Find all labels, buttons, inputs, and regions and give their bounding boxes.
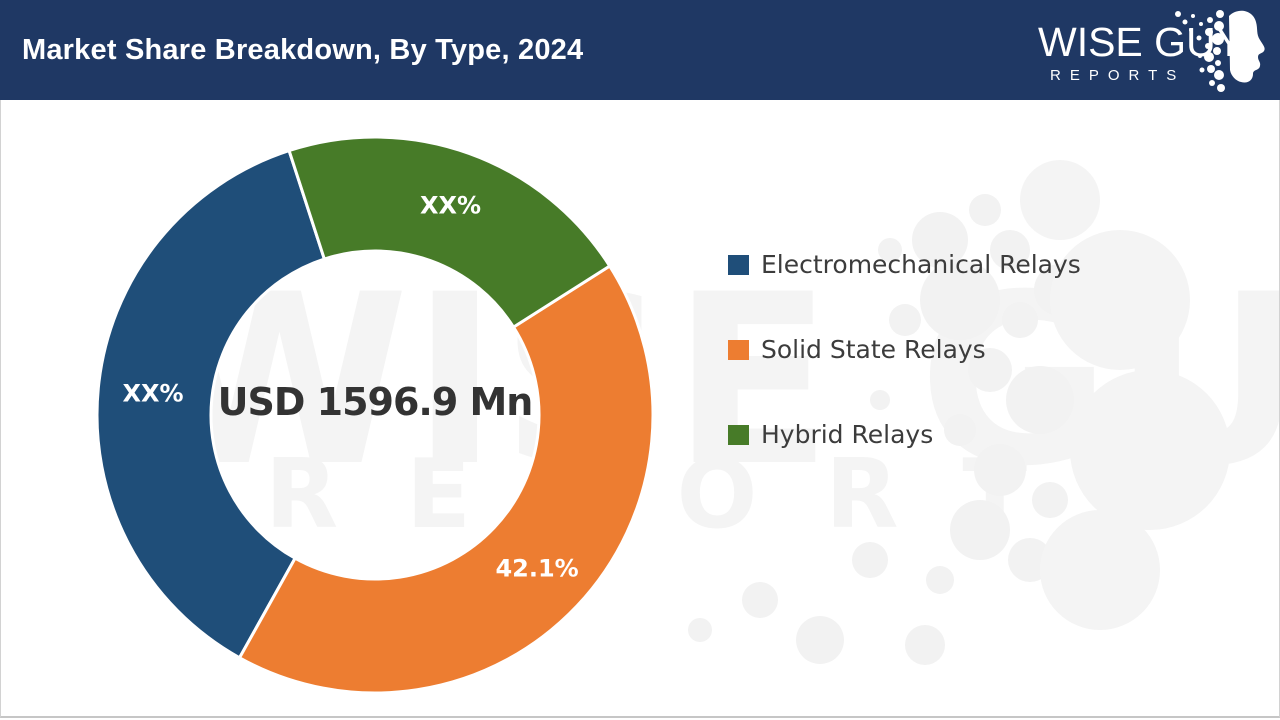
- logo-subtitle: REPORTS: [1050, 67, 1185, 84]
- slice-value-label: 42.1%: [495, 555, 578, 583]
- page-title: Market Share Breakdown, By Type, 2024: [22, 33, 584, 66]
- pie-slice-hybrid-relays: [287, 135, 612, 330]
- chart-legend: Electromechanical Relays Solid State Rel…: [728, 250, 1081, 449]
- wise-guy-logo: WISE GUY REPORTS: [1010, 4, 1268, 96]
- header-bar: Market Share Breakdown, By Type, 2024 WI…: [0, 0, 1280, 100]
- legend-swatch-icon: [728, 254, 749, 275]
- pie-slice-electromechanical-relays: [95, 148, 327, 660]
- slice-value-label: XX%: [420, 192, 481, 220]
- legend-swatch-icon: [728, 339, 749, 360]
- legend-label: Electromechanical Relays: [761, 250, 1081, 279]
- slice-value-label: XX%: [123, 380, 184, 408]
- pie-slice-solid-state-relays: [237, 263, 655, 695]
- legend-swatch-icon: [728, 424, 749, 445]
- legend-item-electromechanical-relays: Electromechanical Relays: [728, 250, 1081, 279]
- donut-chart: XX% 42.1% XX%: [95, 135, 655, 695]
- legend-label: Hybrid Relays: [761, 420, 934, 449]
- legend-label: Solid State Relays: [761, 335, 986, 364]
- content-frame-border: [0, 100, 1280, 718]
- wise-guy-logo-graphic: WISE GUY REPORTS: [1038, 10, 1265, 92]
- legend-item-hybrid-relays: Hybrid Relays: [728, 420, 1081, 449]
- legend-item-solid-state-relays: Solid State Relays: [728, 335, 1081, 364]
- chart-center-value: USD 1596.9 Mn: [217, 380, 534, 424]
- logo-face-icon: [1175, 10, 1265, 92]
